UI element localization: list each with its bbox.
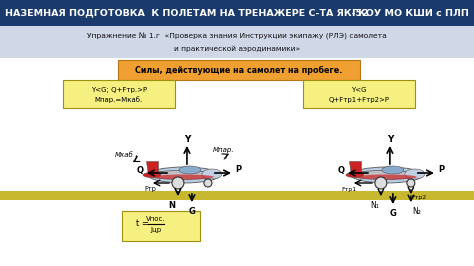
Text: Fтр: Fтр — [144, 186, 156, 192]
Text: НАЗЕМНАЯ ПОДГОТОВКА  К ПОЛЕТАМ НА ТРЕНАЖЕРЕ С-ТА ЯК-52: НАЗЕМНАЯ ПОДГОТОВКА К ПОЛЕТАМ НА ТРЕНАЖЕ… — [5, 9, 369, 18]
Text: N: N — [168, 201, 175, 210]
Text: Fтр2: Fтр2 — [411, 194, 427, 200]
Text: Mкаб: Mкаб — [115, 152, 133, 158]
Bar — [0, 26, 474, 58]
Ellipse shape — [143, 172, 161, 177]
Text: ГКОУ МО КШИ с ПЛП: ГКОУ МО КШИ с ПЛП — [352, 9, 469, 18]
Bar — [0, 58, 474, 266]
Ellipse shape — [148, 171, 216, 180]
Circle shape — [407, 179, 415, 187]
Text: N₂: N₂ — [412, 206, 421, 215]
Text: Y<G; Q+Fтр.>P: Y<G; Q+Fтр.>P — [91, 87, 147, 93]
Text: G: G — [189, 206, 195, 215]
Ellipse shape — [148, 167, 220, 183]
Polygon shape — [349, 161, 361, 175]
FancyBboxPatch shape — [122, 211, 200, 241]
Text: Q+Fтр1+Fтр2>P: Q+Fтр1+Fтр2>P — [328, 97, 389, 103]
Text: t =: t = — [136, 218, 149, 227]
Text: Vпос.: Vпос. — [146, 216, 166, 222]
Text: Mпар.: Mпар. — [213, 147, 235, 153]
Text: P: P — [235, 165, 241, 174]
Text: Q: Q — [337, 165, 345, 174]
Bar — [0, 191, 474, 200]
Circle shape — [172, 177, 184, 189]
Circle shape — [204, 179, 212, 187]
Ellipse shape — [405, 169, 425, 179]
Text: Силы, действующие на самолет на пробеге.: Силы, действующие на самолет на пробеге. — [135, 65, 343, 74]
Ellipse shape — [382, 166, 404, 174]
Text: Упражнение № 1.г  «Проверка знания Инструкции экипажу (РЛЭ) самолета: Упражнение № 1.г «Проверка знания Инстру… — [87, 32, 387, 40]
Ellipse shape — [351, 171, 419, 180]
Polygon shape — [146, 161, 158, 175]
Ellipse shape — [346, 172, 364, 177]
Text: G: G — [390, 209, 396, 218]
Ellipse shape — [202, 169, 222, 179]
Ellipse shape — [357, 174, 417, 180]
Text: Y<G: Y<G — [351, 87, 366, 93]
Text: Mпар.=Mкаб.: Mпар.=Mкаб. — [95, 97, 143, 103]
FancyBboxPatch shape — [118, 60, 360, 80]
Bar — [0, 0, 474, 26]
Ellipse shape — [179, 166, 201, 174]
Text: Y: Y — [184, 135, 190, 143]
Text: Y: Y — [387, 135, 393, 143]
Text: N₁: N₁ — [371, 201, 379, 210]
Ellipse shape — [351, 167, 423, 183]
FancyBboxPatch shape — [63, 80, 175, 108]
Text: Q: Q — [137, 165, 144, 174]
Circle shape — [375, 177, 387, 189]
Text: P: P — [438, 165, 444, 174]
Text: Fтр1: Fтр1 — [341, 186, 356, 192]
Text: Jцр: Jцр — [150, 227, 162, 233]
Text: и практической аэродинамики»: и практической аэродинамики» — [174, 46, 300, 52]
Ellipse shape — [154, 174, 214, 180]
FancyBboxPatch shape — [303, 80, 415, 108]
